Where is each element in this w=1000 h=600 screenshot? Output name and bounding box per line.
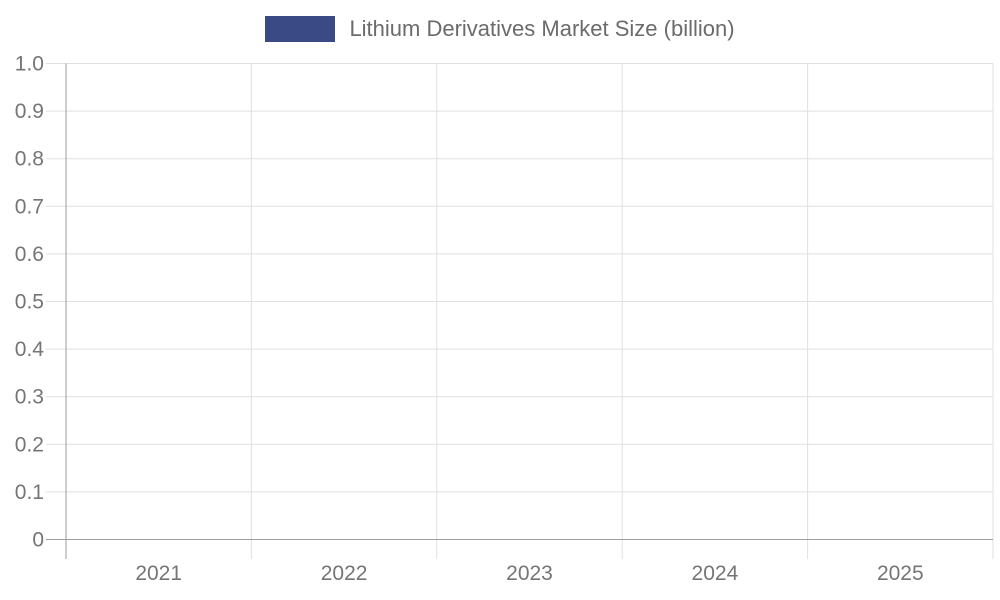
y-tick-label: 0.9 bbox=[15, 100, 44, 123]
y-tick-label: 0.8 bbox=[15, 148, 44, 171]
grid-layer bbox=[46, 63, 994, 559]
legend-label: Lithium Derivatives Market Size (billion… bbox=[349, 16, 735, 41]
y-tick-label: 0.3 bbox=[15, 386, 44, 409]
x-tick-label: 2024 bbox=[692, 562, 739, 585]
legend-item[interactable]: Lithium Derivatives Market Size (billion… bbox=[265, 14, 735, 44]
y-tick-label: 0 bbox=[32, 529, 44, 552]
x-tick-label: 2021 bbox=[135, 562, 182, 585]
axis-layer bbox=[46, 63, 993, 559]
y-tick-label: 0.2 bbox=[15, 433, 44, 456]
y-tick-label: 0.6 bbox=[15, 243, 44, 266]
x-tick-label: 2023 bbox=[506, 562, 553, 585]
label-layer: 1.0 0.9 0.8 0.7 0.6 0.5 0.4 0.3 0.2 0.1 0 2021 2022 2… bbox=[15, 53, 924, 586]
y-tick-label: 0.4 bbox=[15, 338, 45, 361]
y-tick-label: 0.1 bbox=[15, 481, 44, 504]
x-tick-label: 2025 bbox=[877, 562, 924, 585]
y-tick-label: 0.5 bbox=[15, 291, 44, 314]
chart-legend: Lithium Derivatives Market Size (billion… bbox=[0, 14, 1000, 44]
x-tick-label: 2022 bbox=[321, 562, 368, 585]
legend-swatch-icon bbox=[265, 16, 336, 42]
y-tick-label: 1.0 bbox=[15, 53, 44, 76]
y-tick-label: 0.7 bbox=[15, 195, 44, 218]
